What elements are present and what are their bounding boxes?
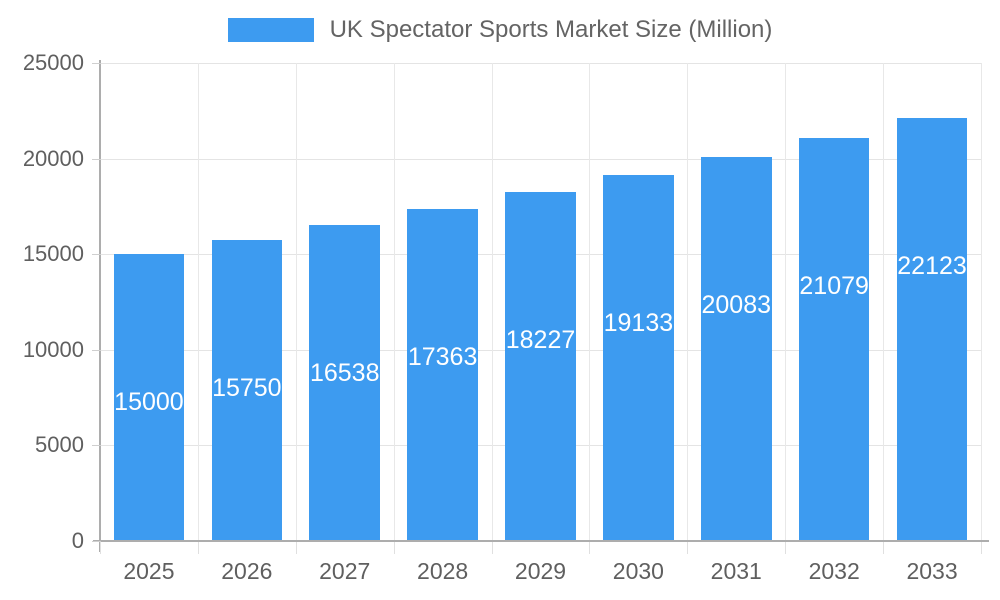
x-tick-label: 2031: [710, 558, 762, 584]
bar[interactable]: [896, 118, 968, 541]
x-axis-line: [93, 540, 989, 542]
y-tick-mark: [92, 541, 101, 542]
y-tick-mark: [92, 349, 101, 351]
x-gridline: [687, 63, 688, 541]
x-tick-label: 2025: [123, 558, 175, 584]
y-tick-label: 10000: [22, 336, 84, 362]
x-tick-mark: [883, 542, 884, 554]
y-gridline: [100, 158, 981, 160]
x-tick-label: 2029: [514, 558, 567, 584]
x-tick-label: 2033: [906, 558, 958, 584]
legend-color-swatch: [227, 18, 314, 42]
x-tick-label: 2026: [221, 558, 273, 584]
x-tick-mark: [785, 542, 786, 554]
y-tick-mark: [92, 254, 101, 256]
x-tick-mark: [296, 542, 297, 554]
bar[interactable]: [798, 137, 870, 541]
x-tick-mark: [589, 542, 590, 554]
x-gridline: [981, 63, 982, 541]
x-tick-label: 2030: [612, 558, 664, 584]
x-tick-mark: [394, 542, 395, 554]
x-tick-label: 2027: [319, 558, 371, 584]
plot-area: 15000 15750 16538 17363 18227 19133 20083 21079…: [100, 63, 982, 542]
x-tick-mark: [198, 542, 199, 554]
x-tick-mark: [492, 542, 493, 554]
x-tick-mark: [100, 542, 101, 554]
y-tick-mark: [92, 445, 101, 447]
chart-legend: UK Spectator Sports Market Size (Million…: [0, 12, 1000, 48]
y-tick-label: 5000: [35, 432, 84, 458]
bar[interactable]: [211, 239, 283, 541]
y-tick-label: 25000: [22, 50, 84, 75]
y-tick-label: 0: [71, 528, 84, 553]
x-tick-mark: [981, 542, 982, 554]
x-gridline: [883, 63, 884, 541]
x-gridline: [394, 63, 395, 541]
y-tick-mark: [92, 63, 101, 64]
x-gridline: [589, 63, 590, 541]
x-tick-mark: [687, 542, 688, 554]
y-tick-label: 20000: [22, 145, 84, 171]
y-axis-line: [99, 60, 101, 552]
y-gridline: [100, 63, 981, 64]
bar[interactable]: [603, 175, 674, 541]
bar[interactable]: [407, 209, 478, 541]
x-tick-label: 2032: [808, 558, 860, 584]
legend-label: UK Spectator Sports Market Size (Million…: [329, 16, 773, 43]
bar[interactable]: [701, 157, 772, 541]
x-gridline: [296, 63, 297, 541]
x-gridline: [198, 63, 199, 541]
bar[interactable]: [505, 192, 576, 541]
x-gridline: [492, 63, 493, 541]
x-tick-label: 2028: [417, 558, 469, 584]
x-gridline: [785, 63, 786, 541]
y-tick-label: 15000: [22, 241, 84, 267]
bar[interactable]: [309, 224, 380, 541]
y-tick-mark: [92, 158, 101, 160]
y-axis-ticks: 0 5000 10000 15000 20000 25000: [0, 0, 101, 600]
bar[interactable]: [113, 254, 185, 541]
